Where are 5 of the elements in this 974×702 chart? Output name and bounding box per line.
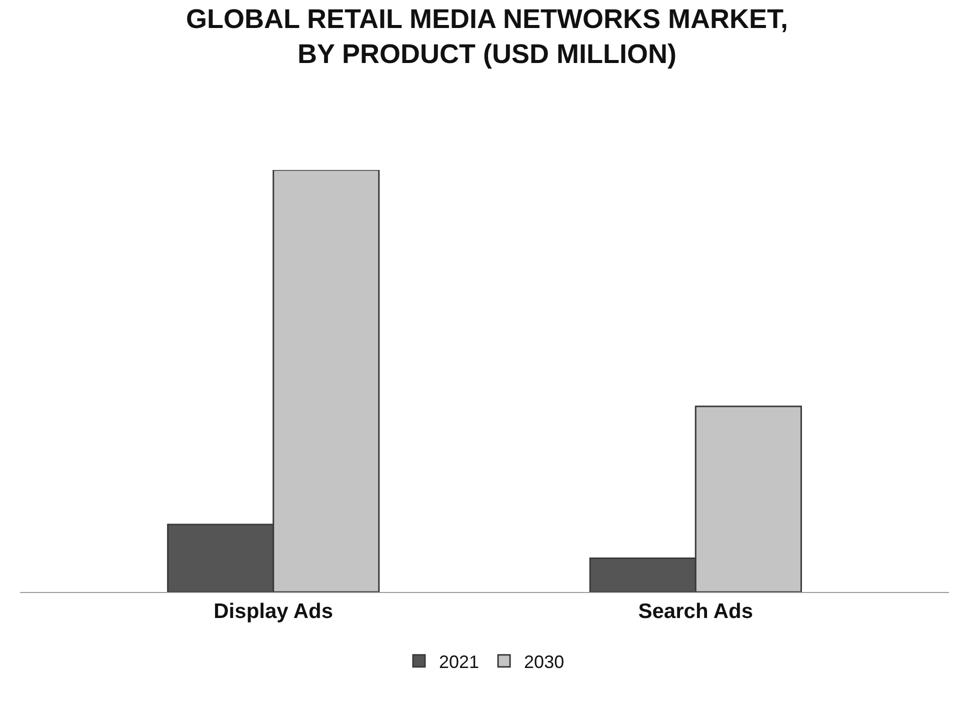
x-tick-label: Display Ads	[214, 600, 334, 624]
x-tick-label: Search Ads	[638, 600, 754, 624]
chart-title: GLOBAL RETAIL MEDIA NETWORKS MARKET, BY PRODUCT (USD MILLION)	[186, 4, 788, 70]
legend-label: 2030	[524, 652, 564, 672]
legend-label: 2021	[439, 652, 480, 672]
